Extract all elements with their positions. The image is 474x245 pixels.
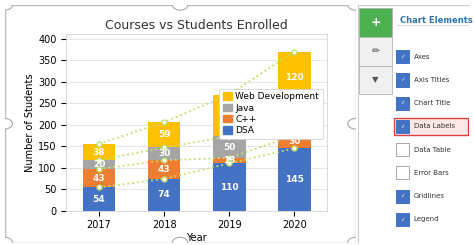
- Bar: [213, 95, 246, 136]
- Text: 120: 120: [285, 73, 304, 82]
- Text: 43: 43: [92, 174, 105, 183]
- Circle shape: [0, 237, 12, 245]
- Y-axis label: Number of Students: Number of Students: [25, 73, 35, 172]
- X-axis label: Year: Year: [186, 233, 207, 243]
- Bar: [82, 144, 115, 160]
- FancyBboxPatch shape: [358, 5, 469, 243]
- Bar: [213, 163, 246, 211]
- Text: 75: 75: [288, 115, 301, 124]
- Bar: [278, 103, 311, 135]
- Circle shape: [348, 119, 363, 129]
- Text: 110: 110: [220, 183, 238, 192]
- FancyBboxPatch shape: [359, 65, 392, 94]
- Text: Axis Titles: Axis Titles: [413, 77, 449, 83]
- Bar: [148, 122, 181, 147]
- Bar: [278, 148, 311, 211]
- Text: Error Bars: Error Bars: [413, 170, 448, 176]
- Text: Data Table: Data Table: [413, 147, 450, 153]
- FancyBboxPatch shape: [396, 74, 409, 86]
- Text: ▼: ▼: [373, 75, 379, 84]
- Text: 20: 20: [93, 160, 105, 169]
- Bar: [213, 158, 246, 163]
- FancyBboxPatch shape: [396, 213, 409, 226]
- Bar: [82, 169, 115, 187]
- Text: 145: 145: [285, 175, 304, 184]
- Text: ✓: ✓: [400, 77, 405, 82]
- Text: ✓: ✓: [400, 194, 405, 199]
- FancyBboxPatch shape: [396, 120, 409, 133]
- FancyBboxPatch shape: [396, 143, 409, 156]
- FancyBboxPatch shape: [393, 118, 468, 135]
- Legend: Web Development, Java, C++, DSA: Web Development, Java, C++, DSA: [219, 89, 322, 139]
- Circle shape: [0, 0, 12, 10]
- Text: 50: 50: [223, 143, 236, 151]
- Circle shape: [0, 119, 12, 129]
- Text: 13: 13: [223, 156, 236, 165]
- Text: 38: 38: [93, 148, 105, 157]
- Text: 74: 74: [158, 190, 171, 199]
- Text: ✓: ✓: [400, 124, 405, 129]
- Text: ✓: ✓: [400, 101, 405, 106]
- Text: Axes: Axes: [413, 54, 430, 60]
- Bar: [213, 136, 246, 158]
- FancyBboxPatch shape: [396, 50, 409, 63]
- Text: Gridlines: Gridlines: [413, 193, 445, 199]
- FancyBboxPatch shape: [396, 97, 409, 110]
- Bar: [148, 147, 181, 160]
- Text: +: +: [370, 16, 381, 29]
- Bar: [148, 160, 181, 179]
- FancyBboxPatch shape: [396, 190, 409, 203]
- FancyBboxPatch shape: [359, 37, 392, 65]
- Text: ✓: ✓: [400, 54, 405, 59]
- Text: 43: 43: [158, 165, 171, 174]
- Circle shape: [348, 0, 363, 10]
- Text: Chart Title: Chart Title: [413, 100, 450, 106]
- Title: Courses vs Students Enrolled: Courses vs Students Enrolled: [105, 19, 288, 32]
- Text: ✏: ✏: [372, 46, 380, 56]
- Text: Data Labels: Data Labels: [413, 123, 455, 129]
- Bar: [278, 135, 311, 148]
- Bar: [82, 187, 115, 211]
- Bar: [82, 160, 115, 169]
- Text: ✓: ✓: [400, 217, 405, 222]
- Text: 30: 30: [158, 149, 170, 159]
- FancyBboxPatch shape: [396, 166, 409, 180]
- Text: Chart Elements: Chart Elements: [400, 16, 473, 25]
- Text: Legend: Legend: [413, 216, 439, 222]
- Text: 30: 30: [288, 137, 301, 146]
- Bar: [278, 51, 311, 103]
- Text: 54: 54: [92, 195, 105, 204]
- Circle shape: [173, 0, 188, 10]
- Circle shape: [348, 237, 363, 245]
- Circle shape: [173, 237, 188, 245]
- Bar: [148, 179, 181, 211]
- Text: 59: 59: [158, 130, 171, 139]
- Text: 97: 97: [223, 111, 236, 120]
- FancyBboxPatch shape: [359, 9, 392, 37]
